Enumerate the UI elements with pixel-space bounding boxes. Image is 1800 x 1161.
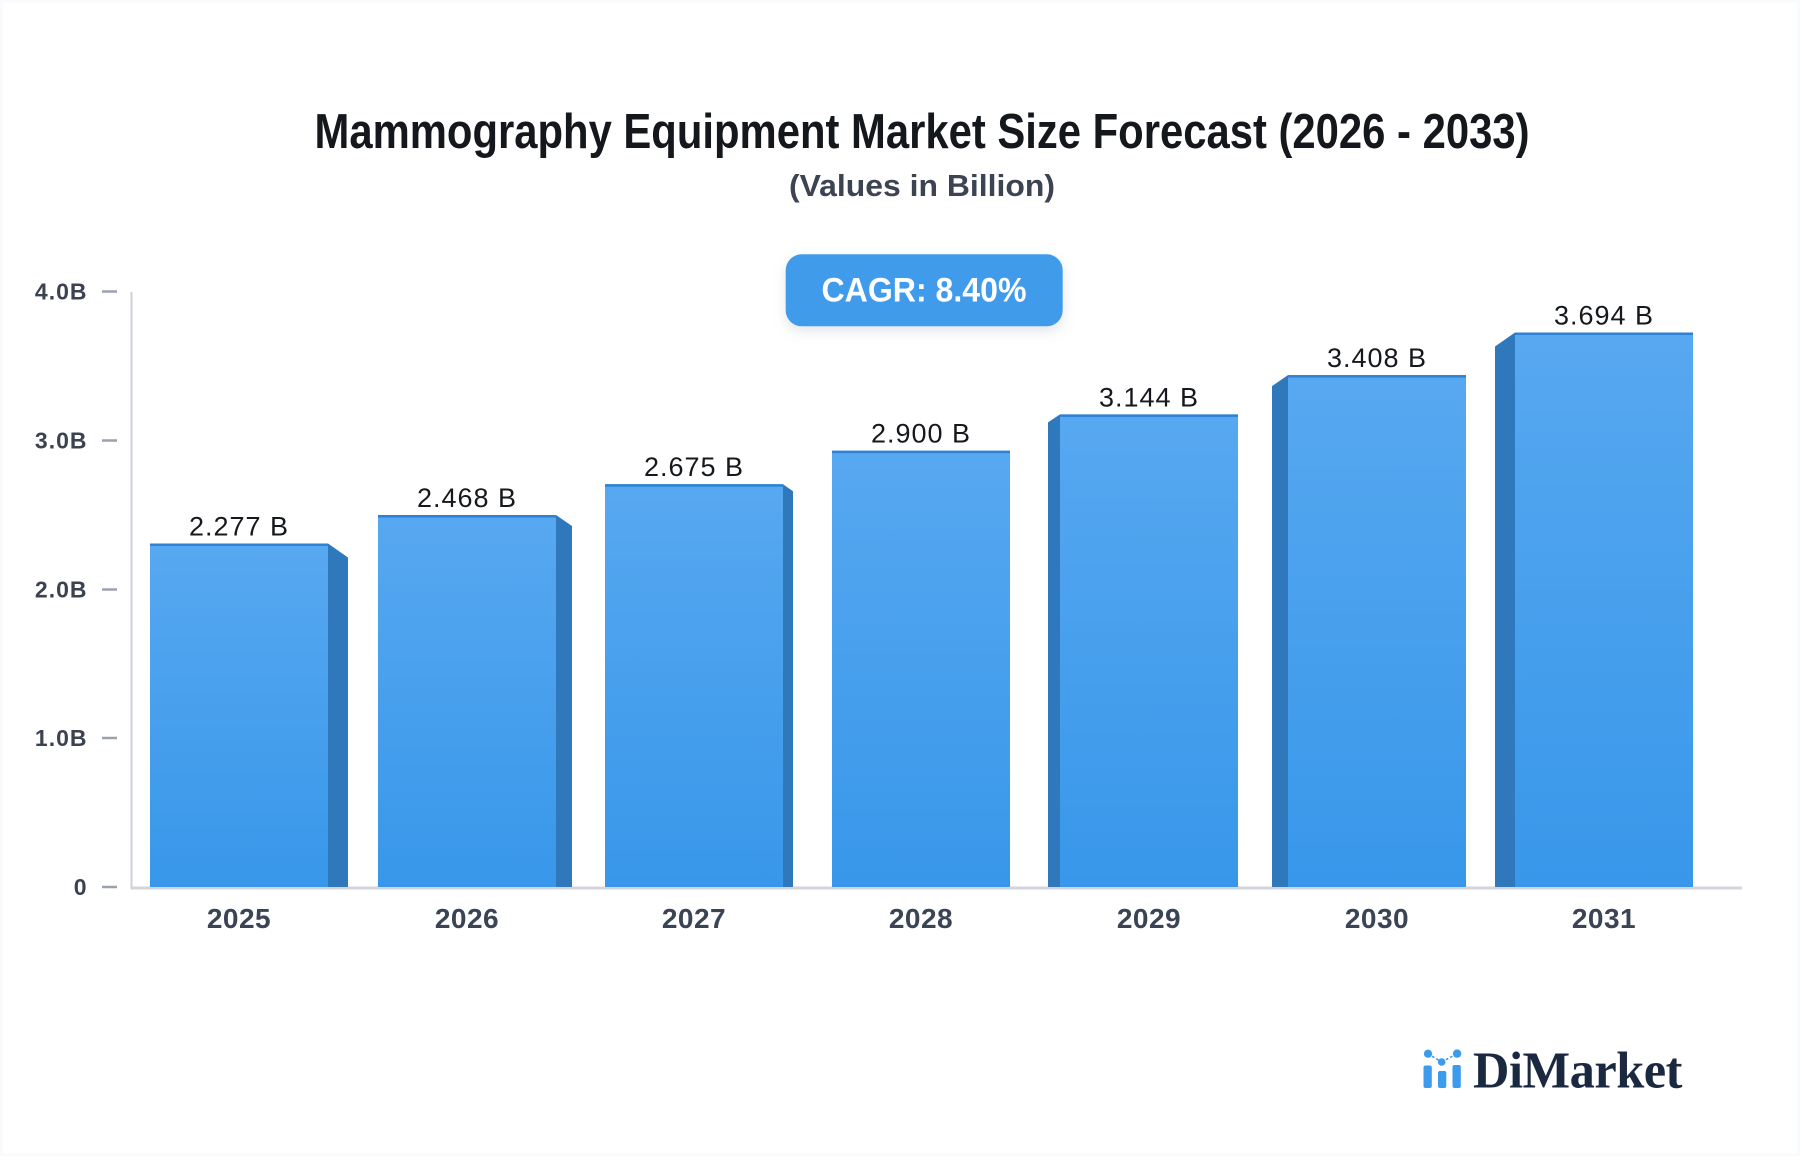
svg-text:2.277 B: 2.277 B (189, 512, 289, 542)
svg-text:2.900 B: 2.900 B (871, 419, 971, 449)
svg-text:3.0B: 3.0B (35, 428, 88, 454)
svg-text:3.694 B: 3.694 B (1554, 301, 1654, 331)
svg-text:2.0B: 2.0B (35, 577, 88, 603)
svg-text:2028: 2028 (889, 903, 953, 934)
svg-text:0: 0 (74, 874, 88, 900)
svg-text:2.675 B: 2.675 B (644, 452, 744, 482)
svg-text:2.468 B: 2.468 B (417, 483, 517, 513)
svg-text:(Values in Billion): (Values in Billion) (789, 168, 1055, 203)
svg-text:DiMarket: DiMarket (1473, 1043, 1683, 1100)
svg-text:4.0B: 4.0B (35, 279, 88, 305)
svg-text:1.0B: 1.0B (35, 725, 88, 751)
svg-text:2025: 2025 (207, 903, 271, 934)
svg-text:2026: 2026 (435, 903, 499, 934)
svg-text:2030: 2030 (1345, 903, 1409, 934)
svg-text:Mammography Equipment Market S: Mammography Equipment Market Size Foreca… (315, 105, 1530, 159)
svg-text:2031: 2031 (1572, 903, 1636, 934)
svg-text:3.144 B: 3.144 B (1099, 382, 1199, 412)
svg-text:3.408 B: 3.408 B (1327, 343, 1427, 373)
svg-text:2027: 2027 (662, 903, 726, 934)
svg-text:2029: 2029 (1117, 903, 1181, 934)
svg-text:CAGR: 8.40%: CAGR: 8.40% (822, 272, 1027, 310)
